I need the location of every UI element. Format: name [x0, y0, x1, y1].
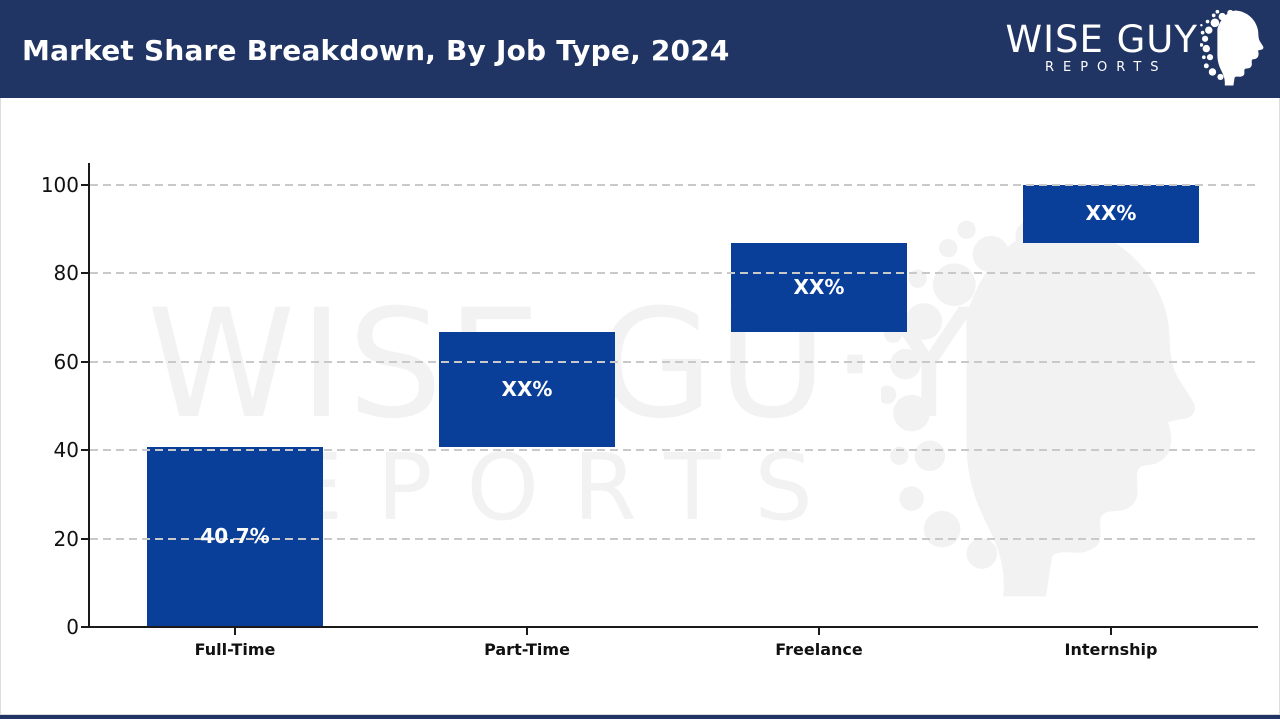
y-tick-mark — [81, 272, 88, 275]
x-tick-label-full-time: Full-Time — [194, 640, 276, 659]
y-tick-mark — [81, 537, 88, 540]
page-title: Market Share Breakdown, By Job Type, 202… — [22, 34, 730, 67]
y-tick-label: 40 — [53, 438, 79, 463]
bar-value-label-freelance: XX% — [793, 274, 845, 299]
y-tick-label: 20 — [53, 526, 79, 551]
bar-full-time — [147, 447, 323, 627]
x-tick-mark — [526, 628, 528, 635]
bottom-accent-bar — [0, 715, 1280, 719]
gridline-20 — [90, 537, 1257, 540]
bar-value-label-part-time: XX% — [501, 376, 553, 401]
x-tick-label-part-time: Part-Time — [484, 640, 570, 659]
bar-freelance — [731, 243, 907, 333]
gridline-60 — [90, 360, 1257, 363]
x-tick-mark — [234, 628, 236, 635]
y-tick-label: 0 — [66, 615, 79, 639]
wiseguy-head-icon — [1200, 9, 1264, 86]
y-tick-label: 80 — [53, 261, 79, 286]
gridline-100 — [90, 184, 1257, 186]
y-tick-label: 60 — [53, 349, 79, 374]
x-tick-label-freelance: Freelance — [775, 640, 863, 659]
brand-subname: REPORTS — [1044, 60, 1168, 76]
bar-value-label-internship: XX% — [1085, 201, 1137, 226]
y-axis-line — [88, 163, 90, 628]
y-tick-mark — [81, 626, 88, 628]
y-tick-mark — [81, 184, 88, 186]
x-tick-mark — [818, 628, 820, 635]
x-axis-line — [88, 626, 1258, 628]
y-tick-mark — [81, 449, 88, 452]
gridline-40 — [90, 449, 1257, 452]
bar-part-time — [439, 332, 615, 448]
bar-value-label-full-time: 40.7% — [200, 524, 270, 549]
y-tick-mark — [81, 360, 88, 363]
brand-logo-text: WISE GUY REPORTS — [1005, 17, 1198, 76]
chart-canvas: WISE GU·Y· REPORTS 0 20 40 60 80 100 40.7% Full… — [0, 98, 1280, 715]
plot-area: 0 20 40 60 80 100 40.7% Full-Time XX% Part-Time XX… — [1, 98, 1279, 714]
brand-logo: WISE GUY REPORTS — [1006, 8, 1268, 88]
x-tick-label-internship: Internship — [1064, 640, 1158, 659]
gridline-80 — [90, 272, 1257, 275]
x-tick-mark — [1110, 628, 1112, 635]
brand-name: WISE GUY — [1005, 17, 1198, 61]
header: Market Share Breakdown, By Job Type, 202… — [0, 0, 1280, 98]
y-tick-label: 100 — [40, 173, 79, 197]
